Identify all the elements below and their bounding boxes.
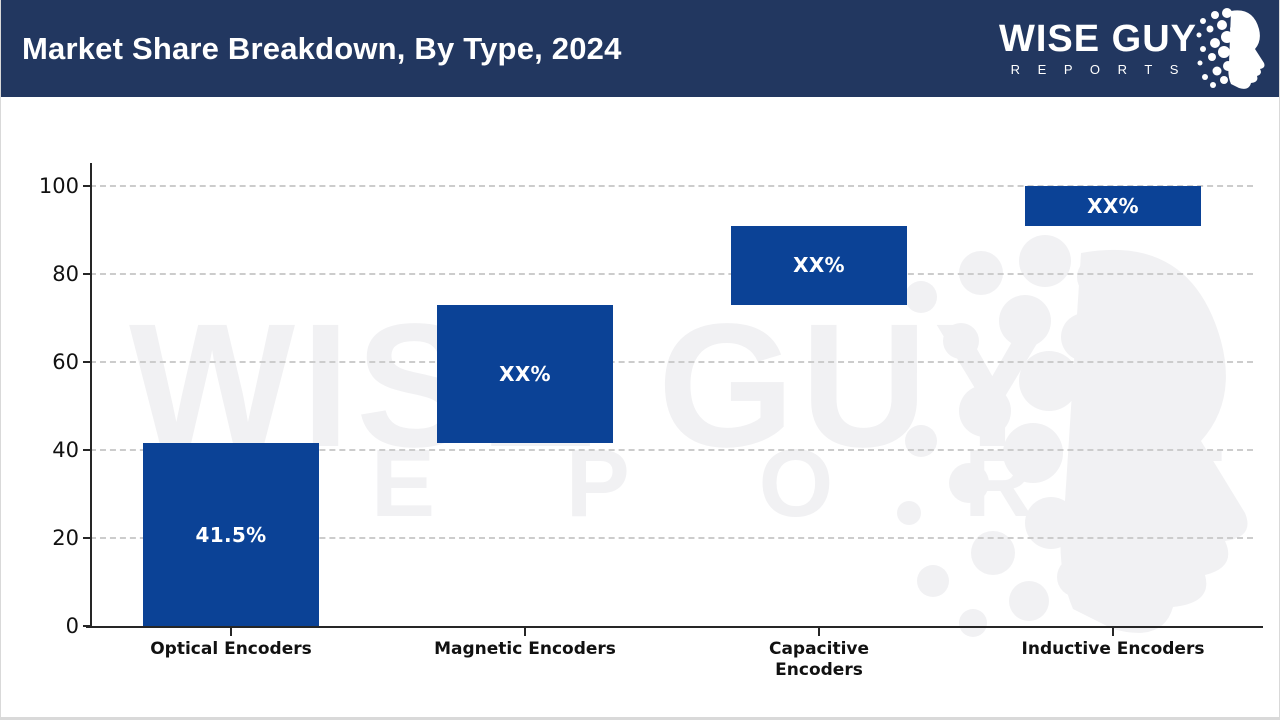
y-tick-label: 40: [52, 438, 79, 462]
x-category-label: Magnetic Encoders: [434, 639, 616, 659]
y-tick-label: 20: [52, 526, 79, 550]
y-tick-40: [83, 449, 90, 451]
bar-segment: XX%: [731, 225, 907, 305]
gridline-y-20: [90, 537, 1253, 539]
header-bar: Market Share Breakdown, By Type, 2024 WI…: [1, 0, 1279, 97]
watermark-face-icon: [893, 235, 1248, 637]
logo-text: WISE GUY R E P O R T S: [999, 20, 1197, 77]
x-category-label: Inductive Encoders: [1021, 639, 1205, 659]
bar-value-label: 41.5%: [195, 522, 267, 547]
gridline-y-60: [90, 361, 1253, 363]
bar-segment: 41.5%: [143, 443, 319, 626]
y-tick-60: [83, 361, 90, 363]
logo-wordmark: WISE GUY: [998, 18, 1197, 60]
bar-segment: XX%: [1025, 186, 1201, 226]
gridline-y-100: [90, 185, 1253, 187]
x-tick: [524, 628, 526, 636]
x-tick: [818, 628, 820, 636]
bar-segment: XX%: [437, 304, 613, 444]
bar-value-label: XX%: [499, 362, 551, 387]
y-axis-spine: [90, 163, 92, 626]
gridline-y-40: [90, 449, 1253, 451]
x-axis-spine: [86, 626, 1263, 628]
bar-value-label: XX%: [793, 253, 845, 278]
wiseguy-logo: WISE GUY R E P O R T S: [999, 5, 1279, 93]
y-tick-label: 0: [65, 614, 79, 638]
chart-area: WISE GUY R E P O R T S 02040608010041.5%…: [1, 97, 1280, 717]
y-tick-20: [83, 537, 90, 539]
y-tick-label: 100: [38, 174, 79, 198]
gridline-y-80: [90, 273, 1253, 275]
x-tick: [1112, 628, 1114, 636]
y-tick-80: [83, 273, 90, 275]
logo-subtitle: R E P O R T S: [1010, 62, 1186, 77]
y-tick-100: [83, 185, 90, 187]
page-title: Market Share Breakdown, By Type, 2024: [22, 30, 622, 66]
logo-face-icon: [1196, 7, 1265, 89]
x-category-label: Optical Encoders: [150, 639, 312, 659]
y-tick-label: 60: [52, 350, 79, 374]
x-category-label: Capacitive Encoders: [768, 639, 870, 681]
y-tick-0: [83, 625, 90, 627]
x-tick: [230, 628, 232, 636]
bar-value-label: XX%: [1087, 193, 1139, 218]
y-tick-label: 80: [52, 262, 79, 286]
